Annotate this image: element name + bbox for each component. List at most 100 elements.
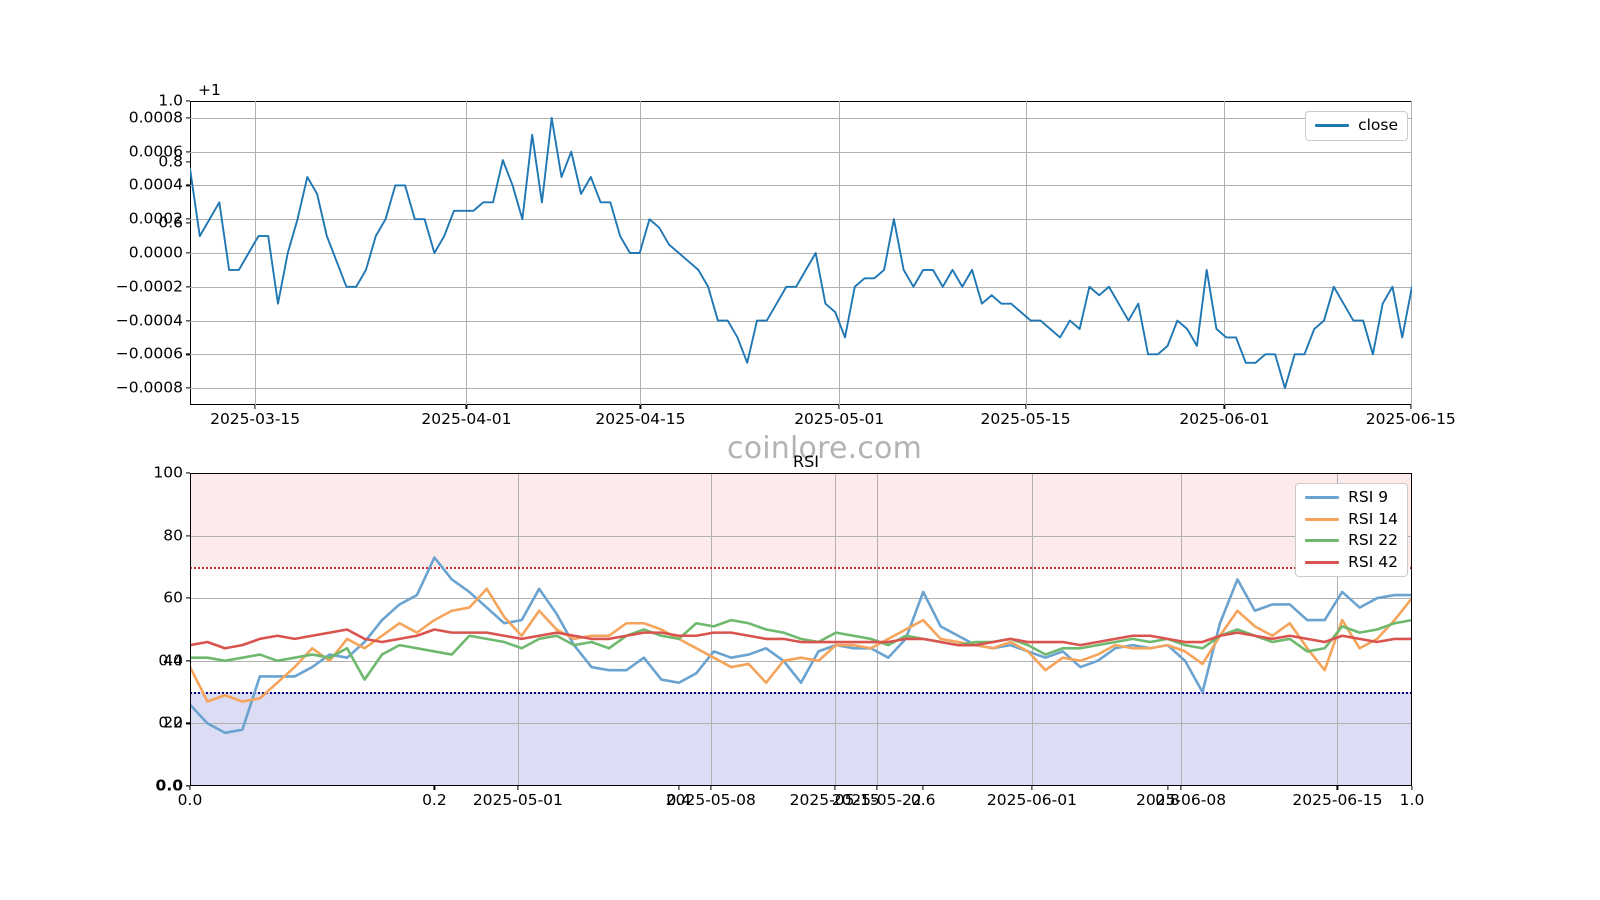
x-tick-mark [1410, 405, 1412, 409]
overlay-y-tick-mark [186, 222, 190, 224]
x-tick-label: 2025-06-08 [1135, 791, 1227, 809]
x-tick-label: 2025-04-01 [421, 410, 512, 428]
price-plot-area [190, 101, 1412, 405]
legend-color-swatch [1315, 124, 1350, 128]
rsi-chart-legend[interactable]: RSI 9 RSI 14 RSI 22 RSI 42 [1295, 483, 1408, 577]
y-tick-label: −0.0004 [115, 310, 183, 329]
overlay-x-tick-label: 0.8 [1155, 791, 1180, 809]
legend-item[interactable]: RSI 14 [1305, 509, 1398, 528]
y-tick-label: 100 [153, 463, 183, 482]
x-tick-mark [1223, 405, 1226, 409]
x-tick-label: 2025-06-15 [1292, 791, 1383, 809]
grid-line-vertical [876, 473, 878, 786]
rsi-chart-axes: RSI 9 RSI 14 RSI 22 RSI 42 0 20 40 60 80 100 2025… [153, 465, 1412, 808]
rsi-level-line [190, 692, 1412, 695]
legend-label: RSI 9 [1348, 488, 1389, 506]
overlay-x-tick-mark [1167, 786, 1169, 790]
x-tick-mark [1336, 786, 1339, 790]
y-tick-label: 0.0008 [128, 108, 183, 127]
grid-line-vertical [255, 101, 257, 405]
grid-line-vertical [1181, 473, 1183, 786]
y-tick-label: 20 [163, 713, 183, 732]
y-tick-label: −0.0006 [115, 344, 183, 363]
y-tick-label: 80 [163, 525, 183, 544]
grid-line-vertical [834, 473, 836, 786]
y-tick-mark [186, 597, 190, 599]
grid-line-horizontal [190, 354, 1412, 356]
grid-line-vertical [1224, 101, 1226, 405]
grid-line-horizontal [190, 151, 1412, 153]
overlay-x-tick-mark [678, 786, 680, 790]
x-tick-mark [710, 786, 712, 790]
x-tick-mark [1025, 405, 1027, 409]
overlay-y-tick-mark [186, 722, 190, 724]
overlay-y-tick-mark [186, 100, 190, 102]
x-tick-label: 2025-06-01 [986, 791, 1077, 809]
legend-label: close [1358, 116, 1398, 134]
y-tick-label: −0.0002 [115, 277, 183, 296]
x-tick-label: 2025-05-08 [665, 791, 756, 809]
x-tick-mark [1031, 786, 1033, 790]
x-tick-mark [834, 786, 836, 790]
y-tick-mark [186, 117, 190, 119]
rsi-shaded-band [190, 473, 1412, 567]
overlay-x-tick-label: 0.0 [177, 791, 203, 809]
y-tick-label: 0.0002 [128, 209, 183, 228]
x-tick-mark [838, 405, 840, 409]
grid-line-horizontal [190, 598, 1412, 600]
x-tick-mark [465, 405, 467, 409]
x-tick-label: 2025-04-15 [595, 410, 686, 428]
x-tick-label: 2025-05-22 [831, 791, 922, 809]
overlay-y-tick-label: 0.6 [158, 212, 183, 231]
overlay-x-tick-label: 0.2 [422, 791, 447, 809]
grid-line-vertical [517, 473, 519, 786]
price-chart-legend[interactable]: close [1305, 111, 1408, 141]
x-tick-mark [517, 786, 519, 790]
legend-item[interactable]: RSI 9 [1305, 488, 1398, 506]
legend-color-swatch [1305, 517, 1340, 521]
x-tick-label: 2025-05-01 [472, 791, 563, 809]
grid-line-horizontal [190, 286, 1412, 288]
x-tick-label: 2025-05-01 [794, 410, 885, 428]
overlay-y-tick-label: 0.0 [155, 776, 183, 795]
y-tick-mark [186, 387, 190, 389]
grid-line-horizontal [190, 185, 1412, 187]
rsi-plot-area [190, 473, 1412, 786]
rsi-level-line [190, 566, 1412, 569]
y-tick-mark [186, 353, 190, 355]
grid-line-horizontal [190, 253, 1412, 254]
y-tick-mark [186, 218, 190, 220]
grid-line-vertical [710, 473, 712, 786]
x-tick-label: 2025-05-15 [980, 410, 1071, 428]
y-tick-mark [186, 286, 190, 288]
rsi-plot-frame [190, 473, 1412, 786]
x-tick-label: 2025-03-15 [210, 410, 301, 428]
y-tick-label: 40 [163, 651, 183, 670]
overlay-x-tick-mark [922, 786, 924, 790]
legend-label: RSI 14 [1348, 509, 1398, 528]
grid-line-vertical [1410, 101, 1412, 405]
grid-line-horizontal [190, 320, 1412, 322]
x-tick-mark [254, 405, 256, 409]
grid-line-horizontal [190, 535, 1412, 537]
overlay-y-tick-mark [186, 161, 190, 163]
legend-item[interactable]: RSI 22 [1305, 532, 1398, 549]
x-tick-mark [639, 405, 642, 409]
y-tick-label: 0 [173, 776, 183, 795]
y-tick-label: 60 [163, 588, 183, 607]
y-tick-label: 0.0006 [128, 141, 183, 160]
overlay-y-tick-label: 1.0 [158, 91, 183, 110]
x-tick-label: 2025-06-15 [1365, 410, 1456, 428]
overlay-y-tick-label: 0.8 [158, 152, 183, 171]
grid-line-horizontal [190, 723, 1412, 725]
legend-item[interactable]: RSI 42 [1305, 554, 1398, 571]
grid-line-vertical [1025, 101, 1027, 405]
overlay-y-tick-label: 0.2 [158, 713, 183, 732]
overlay-x-tick-label: 0.4 [666, 791, 692, 809]
legend-color-swatch [1305, 560, 1340, 564]
y-tick-mark [186, 184, 190, 187]
legend-item[interactable]: close [1315, 116, 1398, 134]
y-tick-mark [186, 535, 190, 537]
overlay-x-tick-mark [189, 786, 191, 790]
x-tick-mark [876, 786, 878, 790]
